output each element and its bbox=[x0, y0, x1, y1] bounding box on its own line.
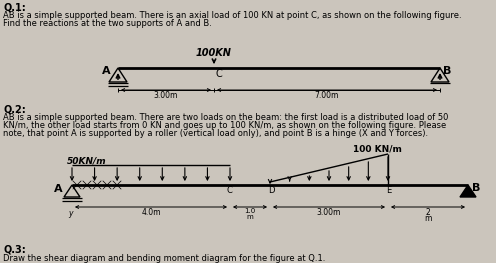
Text: 50KN/m: 50KN/m bbox=[67, 157, 107, 166]
Text: Q.1:: Q.1: bbox=[3, 2, 26, 12]
Text: 1.0: 1.0 bbox=[245, 208, 255, 214]
Text: 2: 2 bbox=[426, 208, 431, 217]
Text: KN/m, the other load starts from 0 KN and goes up to 100 KN/m, as shown on the f: KN/m, the other load starts from 0 KN an… bbox=[3, 121, 446, 130]
Text: 7.00m: 7.00m bbox=[315, 91, 339, 100]
Text: 3.00m: 3.00m bbox=[317, 208, 341, 217]
Text: C: C bbox=[216, 69, 223, 79]
Text: 3.00m: 3.00m bbox=[154, 91, 178, 100]
Text: C: C bbox=[226, 186, 232, 195]
Text: AB is a simple supported beam. There are two loads on the beam: the first load i: AB is a simple supported beam. There are… bbox=[3, 113, 448, 122]
Text: A: A bbox=[102, 66, 111, 76]
Text: 100KN: 100KN bbox=[196, 48, 232, 58]
Text: m: m bbox=[247, 214, 253, 220]
Text: E: E bbox=[386, 186, 392, 195]
Text: D: D bbox=[268, 186, 274, 195]
Text: m: m bbox=[424, 214, 432, 223]
Text: note, that point A is supported by a roller (vertical load only), and point B is: note, that point A is supported by a rol… bbox=[3, 129, 428, 138]
Text: AB is a simple supported beam. There is an axial load of 100 KN at point C, as s: AB is a simple supported beam. There is … bbox=[3, 11, 462, 20]
Text: y: y bbox=[68, 209, 72, 218]
Text: Draw the shear diagram and bending moment diagram for the figure at Q.1.: Draw the shear diagram and bending momen… bbox=[3, 254, 325, 263]
Text: B: B bbox=[443, 66, 451, 76]
Text: Q.3:: Q.3: bbox=[3, 245, 26, 255]
Text: B: B bbox=[472, 183, 480, 193]
Polygon shape bbox=[460, 185, 476, 197]
Text: 4.0m: 4.0m bbox=[141, 208, 161, 217]
Text: A: A bbox=[54, 184, 62, 194]
Text: 100 KN/m: 100 KN/m bbox=[353, 145, 402, 154]
Text: Find the reactions at the two supports of A and B.: Find the reactions at the two supports o… bbox=[3, 19, 212, 28]
Text: Q.2:: Q.2: bbox=[3, 104, 26, 114]
